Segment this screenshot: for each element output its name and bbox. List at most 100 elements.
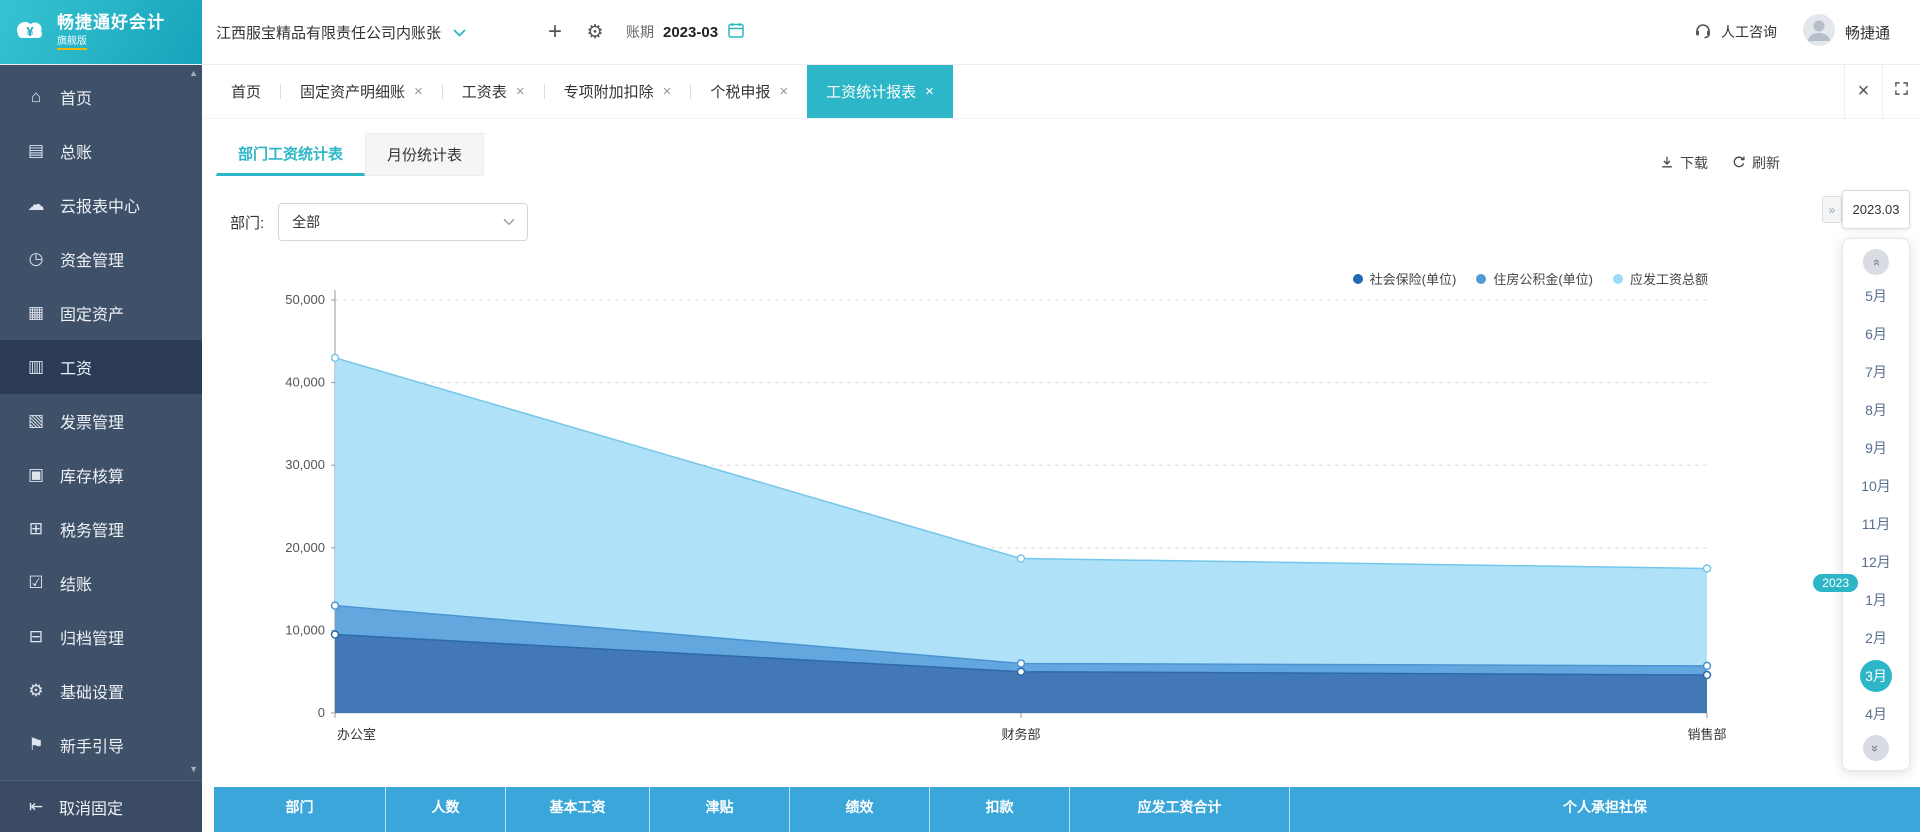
tab-3[interactable]: 专项附加扣除 × <box>545 64 691 118</box>
current-period-box[interactable]: 2023.03 <box>1842 190 1910 229</box>
tab-close-icon[interactable]: × <box>414 82 423 100</box>
calendar-icon[interactable] <box>727 21 745 44</box>
report-subtabs: 部门工资统计表 月份统计表 <box>216 133 485 176</box>
human-support-button[interactable]: 人工咨询 <box>1720 24 1777 40</box>
download-button[interactable]: 下载 <box>1660 153 1708 173</box>
close-all-tabs-button[interactable]: × <box>1844 64 1882 118</box>
sidebar-item-archive[interactable]: ⊟ 归档管理 <box>0 610 202 664</box>
tab-close-icon[interactable]: × <box>779 82 789 100</box>
month-label: 8月 <box>1865 402 1887 418</box>
company-selector[interactable]: 江西服宝精品有限责任公司内账张 <box>216 0 466 64</box>
sidebar-item-home[interactable]: ⌂ 首页 <box>0 70 202 124</box>
sidebar-scroll-down-icon[interactable]: ▼ <box>189 764 198 774</box>
month-picker-panel: » 5月 6月 7月 8月 9月 10月 11月 12月 1月 2月 3月 4月 » <box>1842 238 1910 771</box>
month-item-0[interactable]: 5月 <box>1843 277 1909 315</box>
tab-5[interactable]: 工资统计报表 × <box>807 64 953 118</box>
month-item-1[interactable]: 6月 <box>1843 315 1909 353</box>
department-salary-chart: 社会保险(单位) 住房公积金(单位) 应发工资总额 0 10,000 20,000 30,… <box>270 267 1730 772</box>
guide-icon: ⚑ <box>28 735 44 754</box>
year-badge: 2023 <box>1813 574 1858 592</box>
home-icon: ⌂ <box>30 87 42 106</box>
column-header-6: 应发工资合计 <box>1070 787 1290 832</box>
download-label: 下载 <box>1680 155 1708 171</box>
scroll-down-button[interactable]: » <box>1863 735 1889 761</box>
fullscreen-button[interactable] <box>1882 64 1920 118</box>
sidebar-item-funds[interactable]: ◷ 资金管理 <box>0 232 202 286</box>
y-axis-label: 50,000 <box>285 292 325 307</box>
legend-item-2[interactable]: 应发工资总额 <box>1612 269 1708 288</box>
unpin-sidebar-button[interactable]: ⇤ 取消固定 <box>0 780 202 832</box>
tab-2[interactable]: 工资表 × <box>443 64 544 118</box>
column-header-3: 津贴 <box>650 787 790 832</box>
sidebar-item-label: 结账 <box>60 577 93 594</box>
tab-separator <box>543 83 545 99</box>
account-settings-button[interactable]: ⚙ <box>580 0 610 64</box>
double-chevron-right-icon: » <box>1828 202 1836 217</box>
dept-select-value: 全部 <box>292 214 321 230</box>
sidebar-item-settings[interactable]: ⚙ 基础设置 <box>0 664 202 718</box>
closing-icon: ☑ <box>28 573 44 592</box>
user-avatar[interactable] <box>1802 13 1836 52</box>
fixed-icon: ▦ <box>27 303 45 322</box>
y-axis-label: 10,000 <box>285 622 325 637</box>
collapse-panel-handle[interactable]: » <box>1822 196 1842 223</box>
invoice-icon: ▧ <box>27 411 45 430</box>
legend-dot-icon <box>1476 273 1487 284</box>
sidebar: ▲ ⌂ 首页 ▤ 总账 ☁ 云报表中心 ◷ 资金管理 ▦ 固定资产 ▥ 工资 ▧ 发票管理 ▣ 库存核算 ⊞ 税务… <box>0 64 202 832</box>
download-icon <box>1660 155 1674 172</box>
scroll-up-button[interactable]: » <box>1863 249 1889 275</box>
cloud-yuan-logo-icon: ¥ <box>12 17 48 48</box>
subtab-1[interactable]: 月份统计表 <box>365 133 485 176</box>
month-label: 5月 <box>1865 288 1887 304</box>
month-item-2[interactable]: 7月 <box>1843 353 1909 391</box>
tab-label: 首页 <box>231 83 262 101</box>
legend-item-1[interactable]: 住房公积金(单位) <box>1476 269 1593 288</box>
table-header-row: 部门 人数 基本工资 津贴 绩效 扣款 应发工资合计 个人承担社保 <box>214 787 1920 832</box>
month-item-4[interactable]: 9月 <box>1843 429 1909 467</box>
month-item-8[interactable]: 1月 <box>1843 581 1909 619</box>
user-name[interactable]: 畅捷通 <box>1844 24 1890 42</box>
sidebar-item-fixed[interactable]: ▦ 固定资产 <box>0 286 202 340</box>
month-item-3[interactable]: 8月 <box>1843 391 1909 429</box>
legend-item-0[interactable]: 社会保险(单位) <box>1352 269 1456 288</box>
sidebar-menu: ⌂ 首页 ▤ 总账 ☁ 云报表中心 ◷ 资金管理 ▦ 固定资产 ▥ 工资 ▧ 发票管理 ▣ 库存核算 ⊞ 税务管理… <box>0 70 202 772</box>
sidebar-item-guide[interactable]: ⚑ 新手引导 <box>0 718 202 772</box>
month-item-7[interactable]: 12月 <box>1843 543 1909 581</box>
tab-1[interactable]: 固定资产明细账 × <box>281 64 442 118</box>
sidebar-item-closing[interactable]: ☑ 结账 <box>0 556 202 610</box>
sidebar-item-salary[interactable]: ▥ 工资 <box>0 340 202 394</box>
sidebar-scroll-up-icon[interactable]: ▲ <box>189 68 198 78</box>
tab-separator <box>690 83 692 99</box>
dept-filter-label: 部门: <box>230 214 265 232</box>
headset-icon <box>1694 21 1712 44</box>
dept-select[interactable]: 全部 <box>278 203 529 241</box>
tab-0[interactable]: 首页 <box>212 64 280 118</box>
legend-dot-icon <box>1352 273 1363 284</box>
sidebar-item-ledger[interactable]: ▤ 总账 <box>0 124 202 178</box>
sidebar-item-label: 固定资产 <box>60 307 125 324</box>
refresh-button[interactable]: 刷新 <box>1732 153 1780 173</box>
sidebar-item-cloud[interactable]: ☁ 云报表中心 <box>0 178 202 232</box>
app-logo[interactable]: ¥ 畅捷通好会计 旗舰版 <box>0 0 202 64</box>
chevron-down-icon <box>453 24 466 41</box>
month-item-5[interactable]: 10月 <box>1843 467 1909 505</box>
month-label: 4月 <box>1865 706 1887 722</box>
sidebar-item-invoice[interactable]: ▧ 发票管理 <box>0 394 202 448</box>
tab-bar: 首页 固定资产明细账 × 工资表 × 专项附加扣除 × 个税申报 × 工资统计报表 × × <box>202 64 1920 119</box>
tab-separator <box>280 83 282 99</box>
month-label: 12月 <box>1861 554 1891 570</box>
subtab-0[interactable]: 部门工资统计表 <box>216 133 366 176</box>
month-item-9[interactable]: 2月 <box>1843 619 1909 657</box>
tab-close-icon[interactable]: × <box>515 82 525 100</box>
sidebar-item-tax[interactable]: ⊞ 税务管理 <box>0 502 202 556</box>
sidebar-item-inventory[interactable]: ▣ 库存核算 <box>0 448 202 502</box>
add-account-set-button[interactable]: + <box>540 0 570 64</box>
tab-4[interactable]: 个税申报 × <box>691 64 807 118</box>
y-axis-label: 40,000 <box>285 375 325 390</box>
month-item-6[interactable]: 11月 <box>1843 505 1909 543</box>
tab-close-icon[interactable]: × <box>925 82 934 100</box>
x-axis-label: 办公室 <box>337 727 376 742</box>
month-item-11[interactable]: 4月 <box>1843 695 1909 733</box>
tab-close-icon[interactable]: × <box>662 82 672 100</box>
month-item-10[interactable]: 3月 <box>1843 657 1909 695</box>
